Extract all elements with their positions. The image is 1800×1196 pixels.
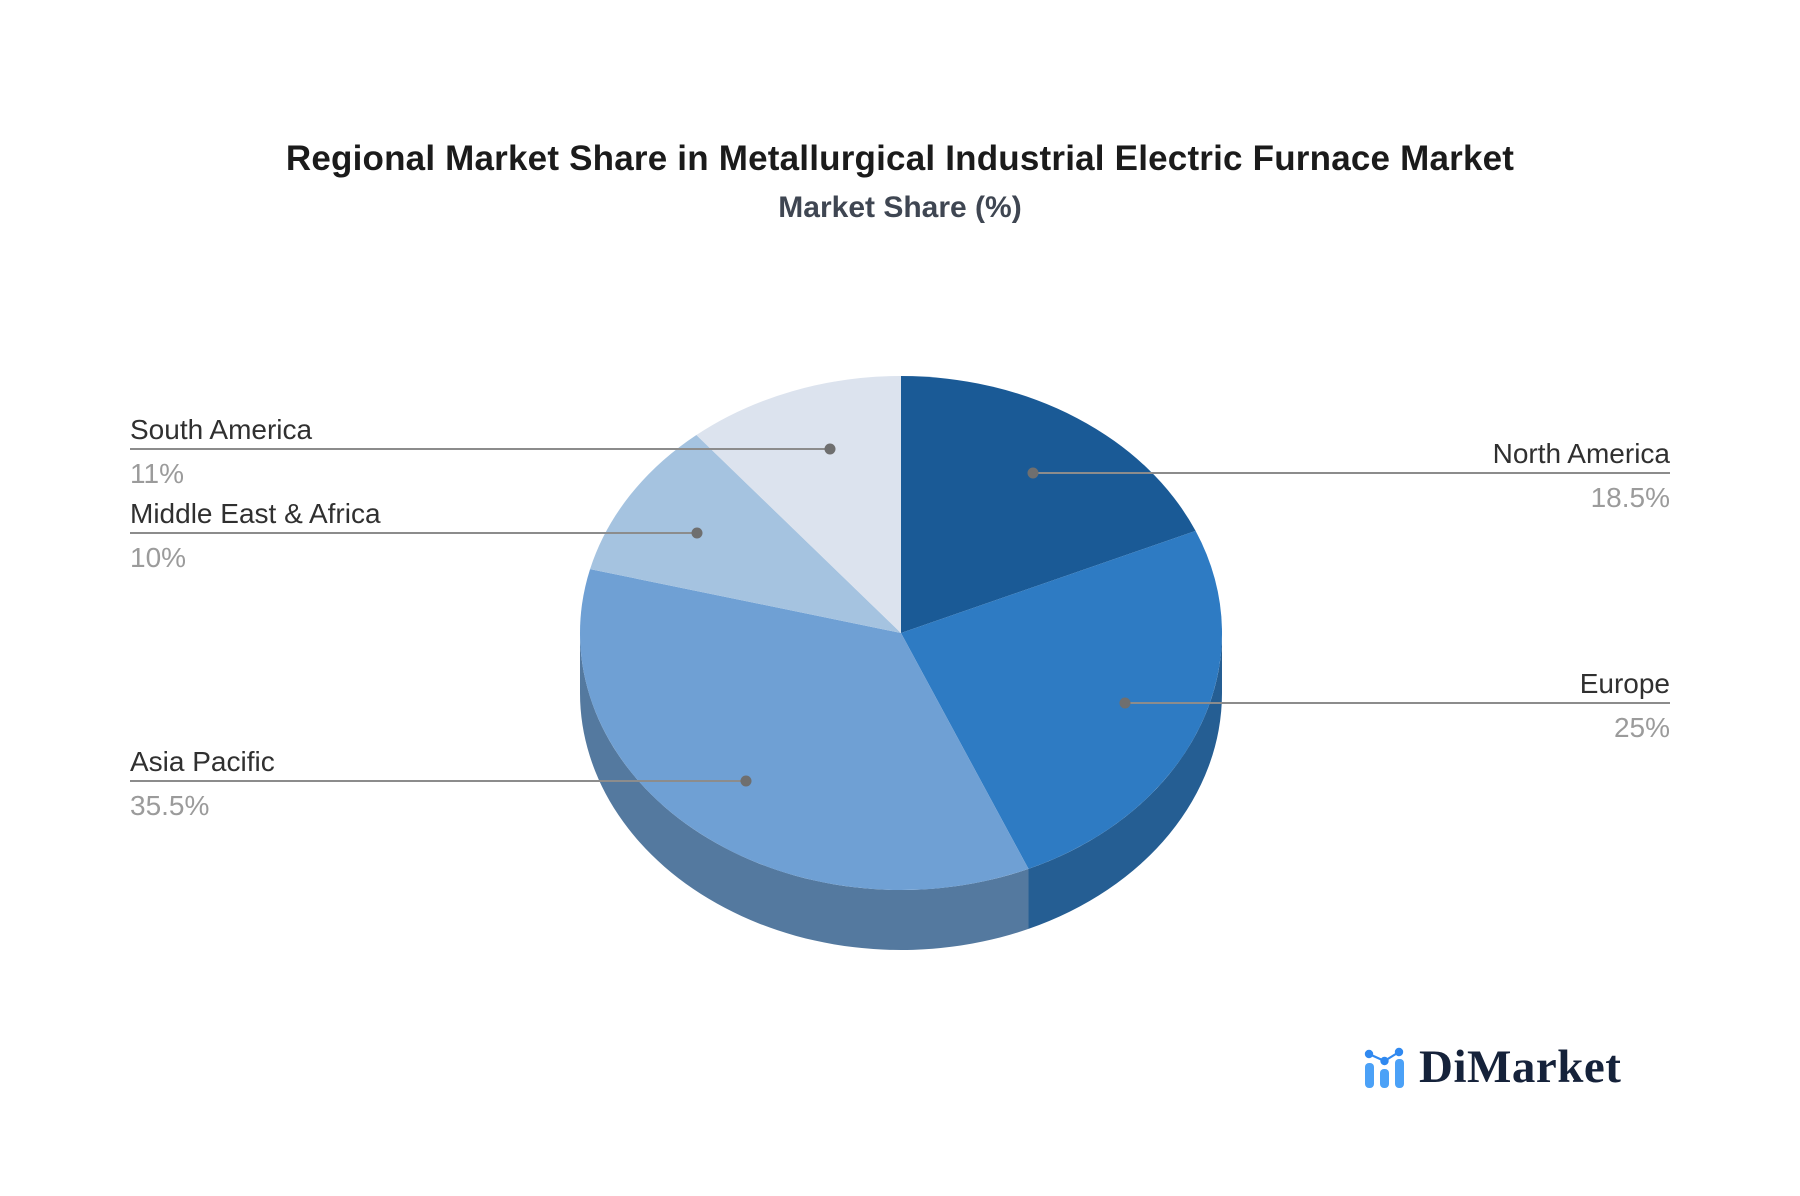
slice-label-middle-east-africa: Middle East & Africa — [130, 498, 381, 529]
slice-label-europe: Europe — [1580, 668, 1670, 699]
leader-dot-middle-east-africa — [691, 527, 703, 539]
logo-dot-icon — [1364, 1049, 1374, 1059]
slice-value-north-america: 18.5% — [1591, 482, 1670, 513]
brand-logo: DiMarket — [1363, 1044, 1663, 1104]
pie-slice-north-america[interactable] — [901, 376, 1196, 633]
logo-bar-icon — [1380, 1069, 1389, 1088]
chart-title: Regional Market Share in Metallurgical I… — [285, 139, 1515, 178]
logo-bars-icon — [1364, 1047, 1404, 1088]
pie-slice-europe[interactable] — [901, 530, 1222, 869]
logo-dot-icon — [1380, 1056, 1389, 1066]
slice-label-south-america: South America — [130, 414, 313, 445]
pie-slice-south-america[interactable] — [696, 376, 901, 633]
leader-dot-asia-pacific — [740, 775, 752, 787]
pie-slice-side-asia-pacific — [580, 633, 1029, 950]
slice-value-asia-pacific: 35.5% — [130, 790, 209, 821]
leader-dot-south-america — [824, 443, 836, 455]
slice-label-north-america: North America — [1493, 438, 1671, 469]
leader-dot-north-america — [1027, 467, 1039, 479]
slice-label-asia-pacific: Asia Pacific — [130, 746, 275, 777]
logo-bar-icon — [1395, 1059, 1404, 1088]
logo-bar-icon — [1365, 1063, 1374, 1088]
logo-dot-icon — [1394, 1047, 1404, 1057]
chart-subtitle: Market Share (%) — [778, 191, 1022, 224]
brand-logo-text: DiMarket — [1419, 1041, 1622, 1093]
leader-dot-europe — [1119, 697, 1131, 709]
pie-slice-asia-pacific[interactable] — [579, 569, 1029, 891]
slice-value-europe: 25% — [1614, 712, 1670, 743]
slice-value-middle-east-africa: 10% — [130, 542, 186, 573]
pie-slice-middle-east-africa[interactable] — [590, 434, 901, 633]
slice-value-south-america: 11% — [130, 458, 184, 489]
pie-slice-side-europe — [1028, 633, 1222, 929]
